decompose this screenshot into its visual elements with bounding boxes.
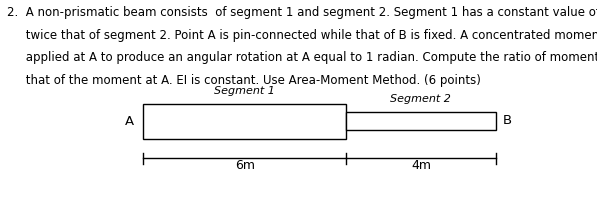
Text: twice that of segment 2. Point A is pin-connected while that of B is fixed. A co: twice that of segment 2. Point A is pin-…: [7, 29, 597, 42]
Text: 2.  A non-prismatic beam consists  of segment 1 and segment 2. Segment 1 has a c: 2. A non-prismatic beam consists of segm…: [7, 6, 597, 19]
Text: B: B: [503, 114, 512, 127]
Text: 4m: 4m: [411, 159, 431, 172]
Text: applied at A to produce an angular rotation at A equal to 1 radian. Compute the : applied at A to produce an angular rotat…: [7, 51, 597, 65]
Bar: [346, 112, 496, 130]
Bar: [143, 104, 346, 139]
Text: Segment 1: Segment 1: [214, 86, 275, 96]
Text: A: A: [125, 115, 134, 128]
Text: Segment 2: Segment 2: [390, 94, 451, 104]
Text: that of the moment at A. EI is constant. Use Area-Moment Method. (6 points): that of the moment at A. EI is constant.…: [7, 74, 481, 87]
Text: 6m: 6m: [235, 159, 255, 172]
